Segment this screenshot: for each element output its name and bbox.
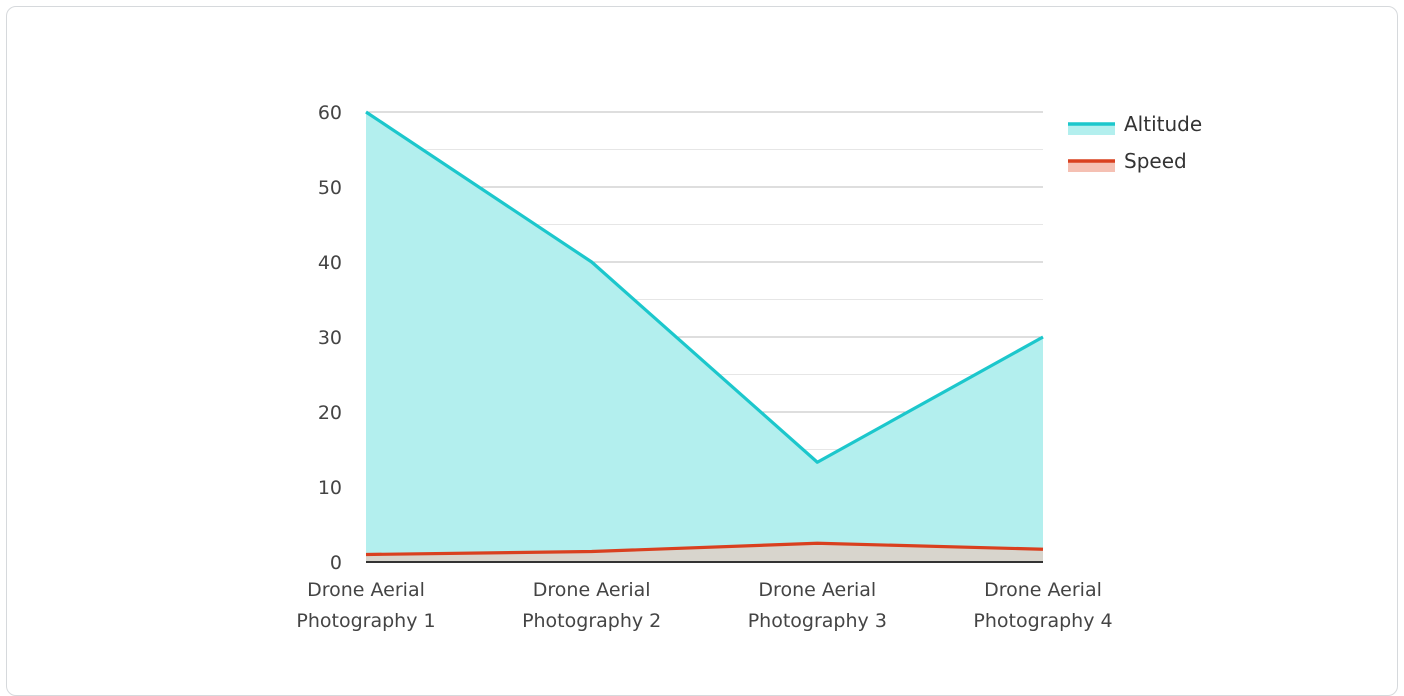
legend-item-speed: Speed (1068, 149, 1187, 173)
legend-label: Speed (1124, 149, 1187, 173)
y-tick-label: 40 (318, 252, 342, 274)
y-tick-label: 50 (318, 177, 342, 199)
y-tick-label: 30 (318, 327, 342, 349)
y-tick-label: 20 (318, 402, 342, 424)
y-tick-label: 0 (330, 552, 342, 574)
y-tick-label: 10 (318, 477, 342, 499)
legend-item-altitude: Altitude (1068, 112, 1202, 136)
legend: Altitude Speed (1068, 112, 1202, 173)
legend-label: Altitude (1124, 112, 1202, 136)
y-tick-label: 60 (318, 102, 342, 124)
